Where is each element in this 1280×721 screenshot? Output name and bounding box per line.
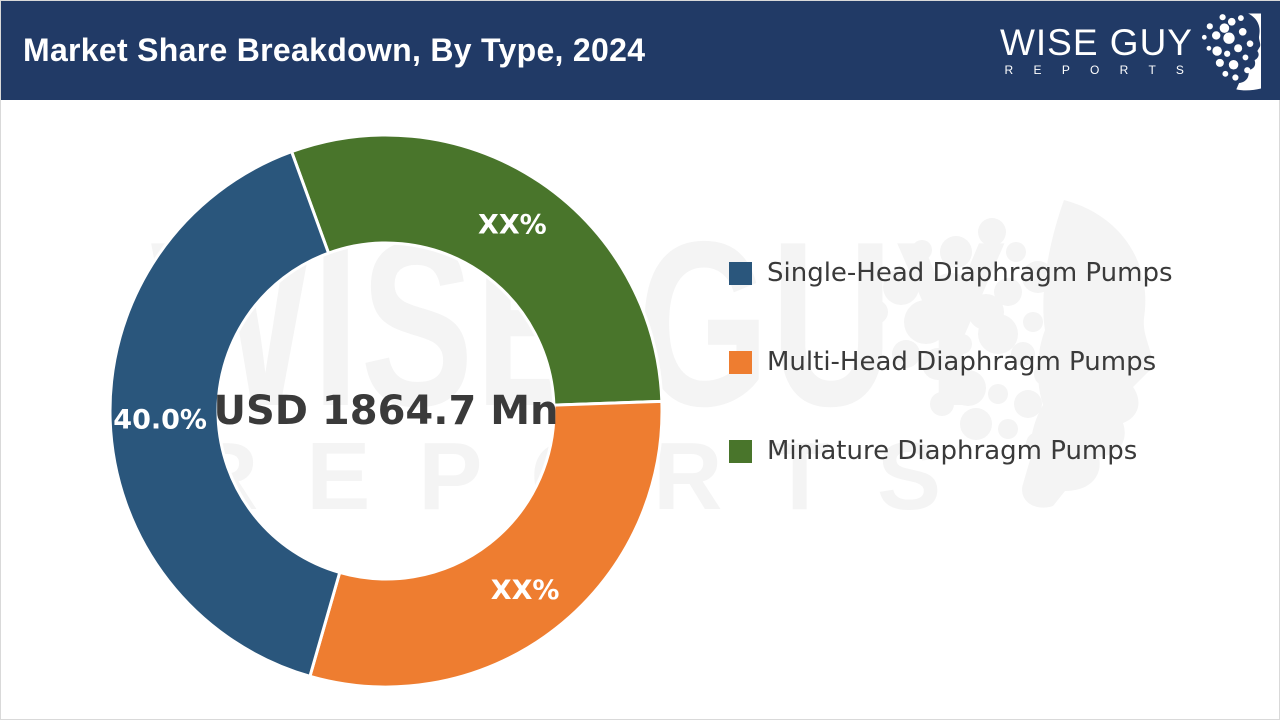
- brand-subtitle: R E P O R T S: [1004, 63, 1193, 78]
- watermark-face-icon: [864, 200, 1152, 508]
- donut-slice-multi-head-diaphragm-pumps: [308, 399, 664, 689]
- donut-slice-single-head-diaphragm-pumps: [108, 150, 342, 678]
- donut-slice-miniature-diaphragm-pumps: [290, 133, 664, 407]
- logo-face-icon: [1201, 13, 1261, 90]
- brand-logo: WISE GUY R E P O R T S: [1000, 9, 1261, 93]
- legend-swatch-miniature: [729, 439, 752, 463]
- legend-item-single-head: Single-Head Diaphragm Pumps: [729, 251, 1173, 295]
- header: Market Share Breakdown, By Type, 2024 WI…: [1, 1, 1280, 100]
- legend-item-miniature: Miniature Diaphragm Pumps: [729, 429, 1137, 473]
- legend-swatch-multi-head: [729, 350, 752, 374]
- slice-percent-label-single-head-diaphragm-pumps: 40.0%: [113, 405, 207, 436]
- legend-item-multi-head: Multi-Head Diaphragm Pumps: [729, 340, 1156, 384]
- legend-swatch-single-head: [729, 261, 752, 285]
- slice-percent-label-miniature-diaphragm-pumps: XX%: [478, 209, 547, 240]
- chart-center-value: USD 1864.7 Mn: [213, 388, 559, 434]
- brand-logo-text: WISE GUY R E P O R T S: [999, 21, 1193, 78]
- legend-label-multi-head: Multi-Head Diaphragm Pumps: [767, 347, 1157, 377]
- brand-name: WISE GUY: [999, 21, 1193, 63]
- page-title: Market Share Breakdown, By Type, 2024: [23, 32, 646, 68]
- legend-label-miniature: Miniature Diaphragm Pumps: [767, 436, 1138, 466]
- legend-label-single-head: Single-Head Diaphragm Pumps: [767, 258, 1173, 288]
- slice-percent-label-multi-head-diaphragm-pumps: XX%: [491, 575, 560, 606]
